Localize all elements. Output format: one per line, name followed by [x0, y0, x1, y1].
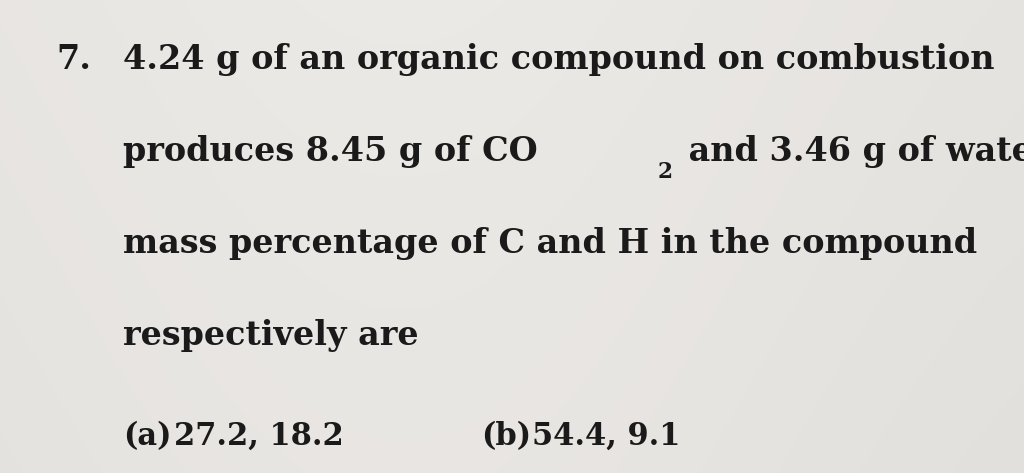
- Text: (a): (a): [123, 421, 171, 452]
- Text: 4.24 g of an organic compound on combustion: 4.24 g of an organic compound on combust…: [123, 43, 994, 76]
- Text: 7.: 7.: [56, 43, 91, 76]
- Text: 27.2, 18.2: 27.2, 18.2: [174, 421, 344, 452]
- Text: 2: 2: [657, 161, 673, 183]
- Text: and 3.46 g of water. The: and 3.46 g of water. The: [678, 135, 1024, 168]
- Text: 54.4, 9.1: 54.4, 9.1: [532, 421, 681, 452]
- Text: produces 8.45 g of CO: produces 8.45 g of CO: [123, 135, 538, 168]
- Text: respectively are: respectively are: [123, 319, 419, 352]
- Text: (b): (b): [481, 421, 531, 452]
- Text: mass percentage of C and H in the compound: mass percentage of C and H in the compou…: [123, 227, 977, 260]
